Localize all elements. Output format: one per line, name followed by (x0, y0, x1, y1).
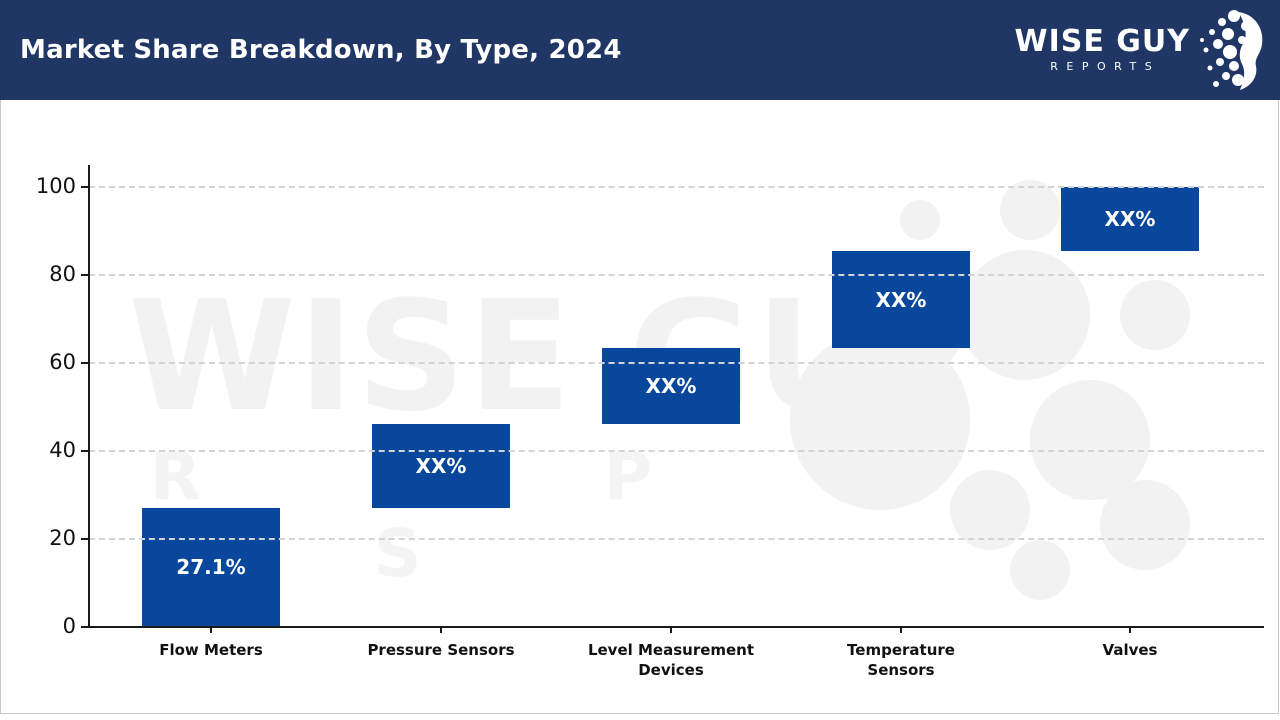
brand-logo-wiseguy: WISE GUY (1014, 24, 1190, 59)
bar-level-measurement-devices: XX% (602, 348, 740, 424)
gridline-20 (89, 538, 1264, 540)
watermark-face-blob (1120, 280, 1190, 350)
y-axis-line (88, 165, 90, 628)
y-tick-label-0: 0 (62, 614, 76, 638)
gridline-60 (89, 362, 1264, 364)
y-tick-label-80: 80 (49, 262, 76, 286)
brand-logo-text: WISE GUY REPORTS (1014, 24, 1190, 74)
y-tick-label-20: 20 (49, 526, 76, 550)
x-tick-3 (900, 627, 902, 633)
bar-flow-meters: 27.1% (142, 507, 280, 627)
bar-value-label: XX% (645, 374, 697, 399)
brand-logo-face-icon (1200, 10, 1263, 90)
bar-value-label: XX% (415, 453, 467, 478)
bar-value-label: XX% (875, 287, 927, 312)
page-title: Market Share Breakdown, By Type, 2024 (20, 35, 622, 65)
y-tick-label-100: 100 (35, 174, 76, 198)
bar-valves: XX% (1061, 187, 1199, 251)
bar-value-label: XX% (1104, 206, 1156, 231)
gridline-80 (89, 274, 1264, 276)
bar-pressure-sensors: XX% (372, 423, 510, 508)
y-tick-label-40: 40 (49, 438, 76, 462)
x-tick-0 (210, 627, 212, 633)
brand-logo-reports: REPORTS (1050, 60, 1161, 73)
watermark-face-blob (950, 470, 1030, 550)
gridline-40 (89, 450, 1264, 452)
gridline-100 (89, 186, 1264, 188)
bar-value-label: 27.1% (176, 555, 246, 580)
watermark-face-blob (1000, 180, 1060, 240)
x-category-label: Level Measurement Devices (587, 641, 755, 679)
y-tick-20 (81, 538, 89, 540)
x-axis-line (85, 626, 1264, 628)
x-category-label: Flow Meters (159, 641, 263, 659)
x-tick-2 (670, 627, 672, 633)
x-category-label: Pressure Sensors (367, 641, 515, 659)
watermark-face-blob (790, 330, 970, 510)
watermark-face-blob (1030, 380, 1150, 500)
watermark-face-blob (1010, 540, 1070, 600)
y-tick-label-60: 60 (49, 350, 76, 374)
brand-logo: WISE GUY REPORTS (1014, 6, 1280, 94)
watermark-face-blob (960, 250, 1090, 380)
y-tick-100 (81, 186, 89, 188)
y-tick-40 (81, 450, 89, 452)
header-bar: Market Share Breakdown, By Type, 2024 WI… (0, 0, 1280, 100)
x-tick-4 (1129, 627, 1131, 633)
x-category-label: Valves (1102, 641, 1158, 659)
watermark-face-blob (900, 200, 940, 240)
bar-temperature-sensors: XX% (832, 250, 970, 349)
x-category-label: Temperature Sensors (847, 641, 955, 679)
y-tick-60 (81, 362, 89, 364)
watermark-face-blob (1100, 480, 1190, 570)
x-tick-1 (440, 627, 442, 633)
y-tick-80 (81, 274, 89, 276)
